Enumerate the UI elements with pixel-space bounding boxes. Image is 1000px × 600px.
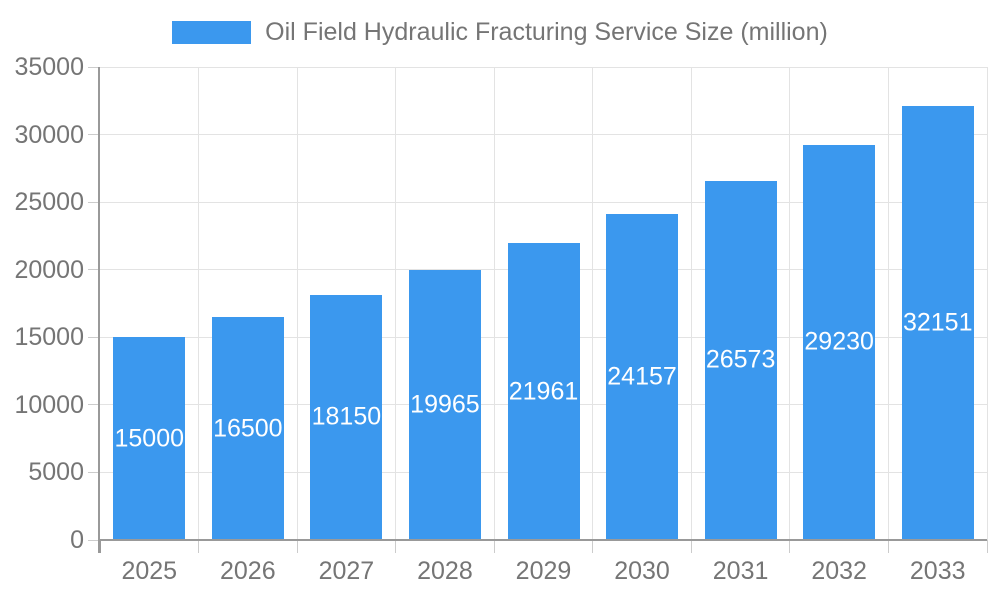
x-axis-tick: [395, 540, 397, 553]
x-axis-tick: [986, 540, 988, 553]
bar-value-label: 21961: [508, 377, 579, 406]
x-tick-label: 2031: [712, 557, 769, 585]
bar-value-label: 32151: [902, 308, 973, 337]
x-axis-tick: [493, 540, 495, 553]
x-tick-label: 2032: [811, 557, 867, 585]
x-gridline: [690, 67, 692, 540]
x-gridline: [986, 67, 988, 540]
legend-label: Oil Field Hydraulic Fracturing Service S…: [265, 18, 828, 46]
x-gridline: [395, 67, 397, 540]
bar-2033[interactable]: 32151: [901, 105, 974, 540]
bar-value-label: 24157: [607, 362, 677, 391]
x-axis-tick: [592, 540, 594, 553]
y-axis-tick: [88, 66, 100, 68]
x-gridline: [789, 67, 791, 540]
bar-2031[interactable]: 26573: [704, 180, 777, 540]
y-tick-label: 15000: [14, 323, 84, 352]
x-gridline: [887, 67, 889, 540]
x-tick-label: 2029: [515, 557, 572, 585]
plot-area: 15000 16500 18150 19965 21961 24157 26573 29230…: [100, 66, 988, 540]
legend[interactable]: Oil Field Hydraulic Fracturing Service S…: [0, 18, 1000, 46]
bar-value-label: 18150: [311, 402, 382, 431]
bar-2026[interactable]: 16500: [211, 317, 284, 540]
x-axis-tick: [99, 540, 101, 553]
x-axis-tick: [789, 540, 791, 553]
bar-value-label: 15000: [114, 424, 185, 453]
bar-value-label: 19965: [410, 390, 480, 419]
y-gridline: [100, 201, 987, 203]
y-gridline: [100, 134, 987, 136]
x-gridline: [493, 67, 495, 540]
y-axis-tick: [88, 539, 100, 541]
bar-2030[interactable]: 24157: [606, 213, 679, 540]
x-gridline: [592, 67, 594, 540]
y-axis-tick: [88, 201, 100, 203]
y-tick-label: 25000: [14, 188, 84, 217]
bar-value-label: 26573: [705, 345, 776, 374]
legend-swatch: [172, 20, 252, 44]
x-axis-tick: [690, 540, 692, 553]
bar-value-label: 29230: [804, 327, 874, 356]
x-tick-label: 2025: [121, 557, 178, 585]
x-gridline: [198, 67, 200, 540]
y-axis-tick: [88, 471, 100, 473]
x-tick-label: 2028: [417, 557, 473, 585]
bar-2028[interactable]: 19965: [408, 270, 481, 540]
y-axis-tick: [88, 404, 100, 406]
x-axis-tick: [296, 540, 298, 553]
y-axis-tick: [88, 336, 100, 338]
x-axis-tick: [887, 540, 889, 553]
bar-2025[interactable]: 15000: [113, 337, 186, 540]
y-tick-label: 30000: [14, 120, 84, 149]
y-tick-label: 5000: [28, 458, 84, 487]
x-tick-label: 2026: [220, 557, 276, 585]
y-axis-tick: [88, 269, 100, 271]
y-tick-label: 0: [70, 526, 84, 554]
bar-2027[interactable]: 18150: [310, 294, 383, 540]
y-axis-tick: [88, 134, 100, 136]
x-axis-tick: [198, 540, 200, 553]
bar-2029[interactable]: 21961: [507, 243, 580, 540]
x-tick-label: 2027: [318, 557, 375, 585]
y-tick-label: 20000: [14, 255, 84, 284]
bar-value-label: 16500: [213, 414, 283, 442]
x-tick-label: 2030: [614, 557, 670, 585]
y-gridline: [100, 66, 987, 68]
bar-2032[interactable]: 29230: [803, 144, 876, 540]
y-tick-label: 35000: [14, 53, 84, 81]
y-tick-label: 10000: [14, 390, 84, 419]
x-tick-label: 2033: [909, 557, 966, 585]
x-gridline: [296, 67, 298, 540]
